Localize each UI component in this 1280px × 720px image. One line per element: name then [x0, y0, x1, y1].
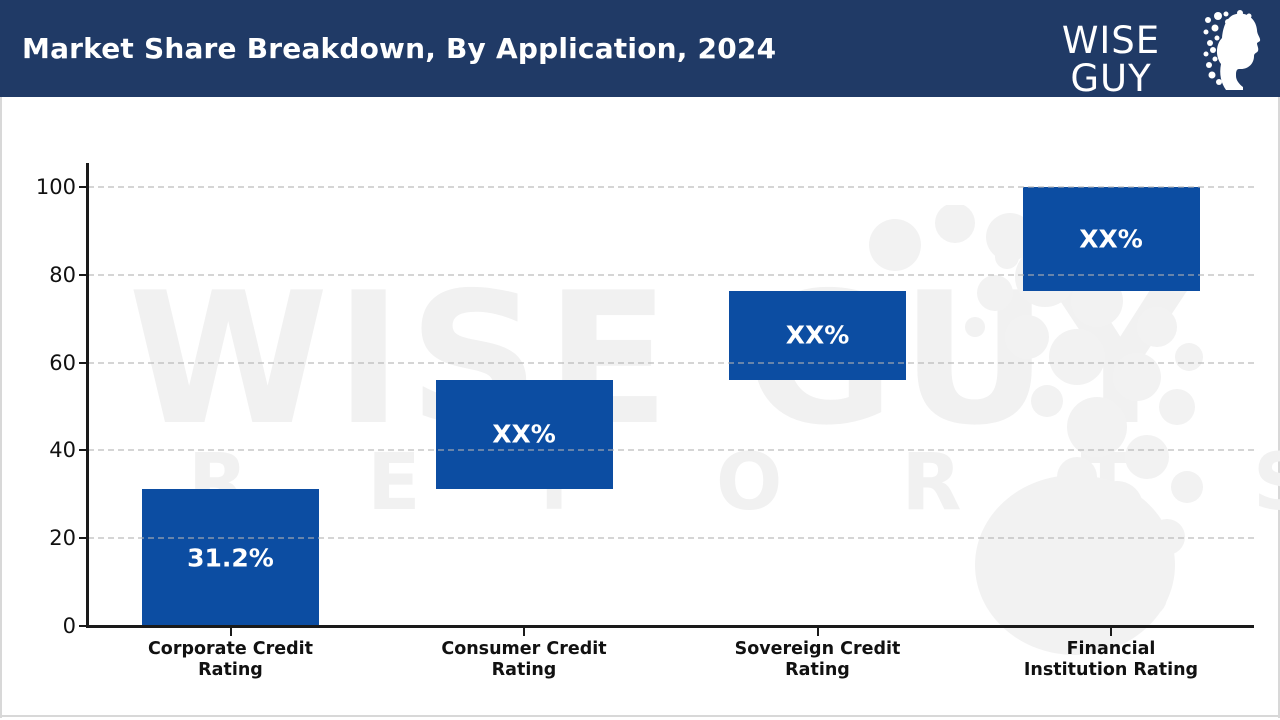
header-bar: Market Share Breakdown, By Application, … [0, 0, 1280, 116]
grid-line [88, 186, 1254, 188]
brand-name: WISE GUY [1061, 19, 1161, 100]
bar-value-label: 31.2% [187, 543, 274, 572]
bar-value-label: XX% [1079, 224, 1143, 254]
y-tick-label: 40 [49, 438, 76, 463]
brand-logo: WISE GUY REPORTS [1022, 8, 1262, 116]
bar-segment: XX% [1022, 187, 1200, 292]
x-axis-tick [1110, 627, 1112, 636]
bar-segment: XX% [729, 291, 906, 380]
figure-border-right [1278, 97, 1280, 718]
x-axis-tick [816, 627, 819, 636]
x-category-label: Consumer Credit Rating [441, 639, 607, 680]
grid-line [88, 361, 1254, 364]
bar-value-label: XX% [492, 419, 556, 449]
y-axis-line [86, 163, 89, 628]
y-axis-tick [79, 449, 88, 452]
y-tick-label: 80 [49, 262, 76, 287]
grid-line [88, 449, 1254, 452]
brand-subname: REPORTS [1051, 100, 1180, 116]
chart-title: Market Share Breakdown, By Application, … [22, 32, 777, 65]
y-tick-label: 100 [35, 175, 76, 199]
y-axis-tick [79, 361, 88, 364]
y-axis-tick [79, 537, 88, 540]
y-axis-tick [79, 625, 88, 627]
bar-value-label: XX% [785, 320, 850, 350]
bar-segment: 31.2% [142, 489, 319, 626]
x-category-label: Corporate Credit Rating [147, 639, 314, 680]
y-tick-label: 60 [49, 350, 76, 375]
y-tick-label: 0 [62, 614, 76, 638]
grid-line [88, 537, 1254, 540]
x-category-label: Sovereign Credit Rating [734, 639, 901, 680]
figure-border-bottom [0, 715, 1280, 717]
y-axis-tick [79, 186, 88, 188]
y-tick-label: 20 [49, 526, 76, 551]
bar-segment: XX% [435, 379, 613, 490]
y-axis-tick [79, 273, 88, 276]
x-axis-tick [229, 627, 232, 636]
x-axis-line [86, 625, 1254, 628]
figure-border-left [0, 97, 2, 718]
x-category-label: Financial Institution Rating [1023, 639, 1199, 680]
brand-logo-text: WISE GUY REPORTS [1022, 19, 1200, 117]
wiseguy-face-icon [1203, 10, 1261, 90]
grid-line [88, 273, 1254, 276]
x-axis-tick [523, 627, 525, 636]
